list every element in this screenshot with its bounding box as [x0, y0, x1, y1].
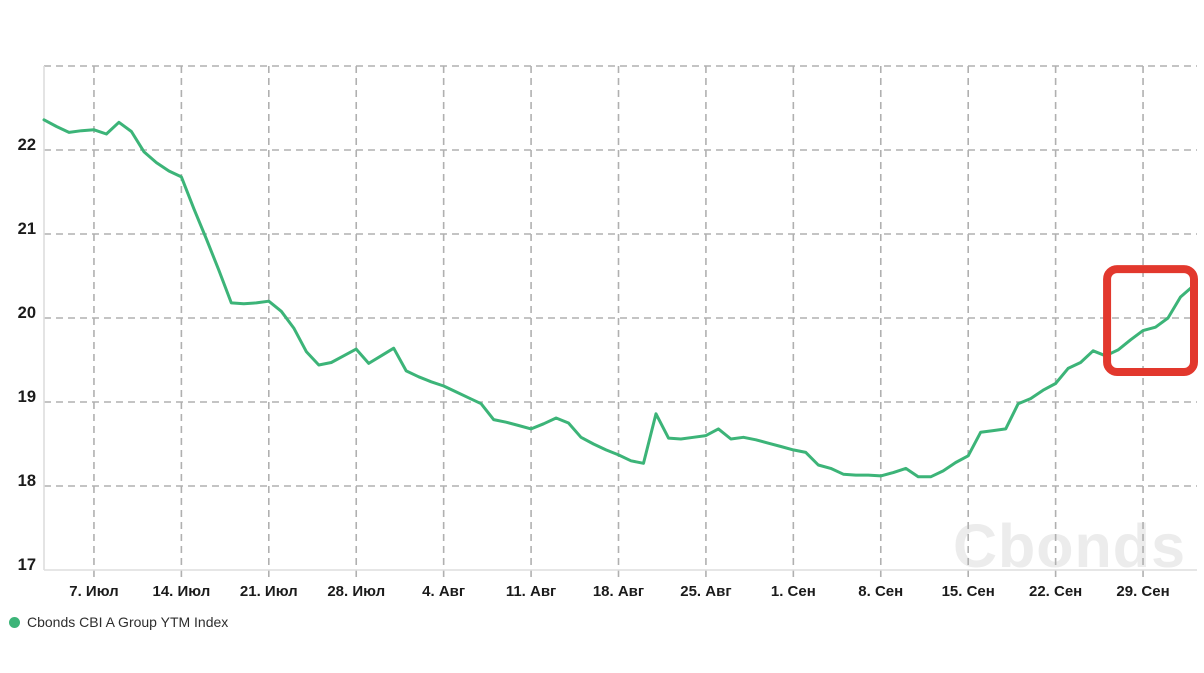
x-axis-tick-label: 25. Авг	[680, 583, 731, 600]
y-axis-tick-label: 18	[18, 472, 36, 490]
x-axis-tick-label: 18. Авг	[593, 583, 644, 600]
x-axis-tick-label: 21. Июл	[240, 583, 298, 600]
y-axis-tick-label: 20	[18, 304, 36, 322]
legend-label: Cbonds CBI A Group YTM Index	[27, 614, 229, 630]
x-axis-tick-label: 29. Сен	[1116, 583, 1169, 600]
cbonds-watermark: Cbonds	[953, 512, 1186, 580]
x-axis-tick-label: 22. Сен	[1029, 583, 1082, 600]
y-axis-tick-label: 17	[18, 556, 36, 574]
x-axis-tick-label: 14. Июл	[152, 583, 210, 600]
legend: Cbonds CBI A Group YTM Index	[9, 614, 228, 630]
x-axis-tick-label: 4. Авг	[422, 583, 465, 600]
x-axis-tick-label: 15. Сен	[942, 583, 995, 600]
x-axis-tick-label: 28. Июл	[327, 583, 385, 600]
highlight-rectangle	[1103, 265, 1198, 376]
y-axis-tick-label: 21	[18, 220, 36, 238]
y-axis-tick-label: 22	[18, 136, 36, 154]
y-axis-tick-label: 19	[18, 388, 36, 406]
x-axis-tick-label: 11. Авг	[506, 583, 557, 600]
ytm-series-line	[42, 118, 1195, 479]
x-axis-tick-label: 7. Июл	[69, 583, 118, 600]
x-axis-tick-label: 8. Сен	[858, 583, 903, 600]
x-axis-tick-label: 1. Сен	[771, 583, 816, 600]
legend-marker-icon	[9, 616, 20, 628]
